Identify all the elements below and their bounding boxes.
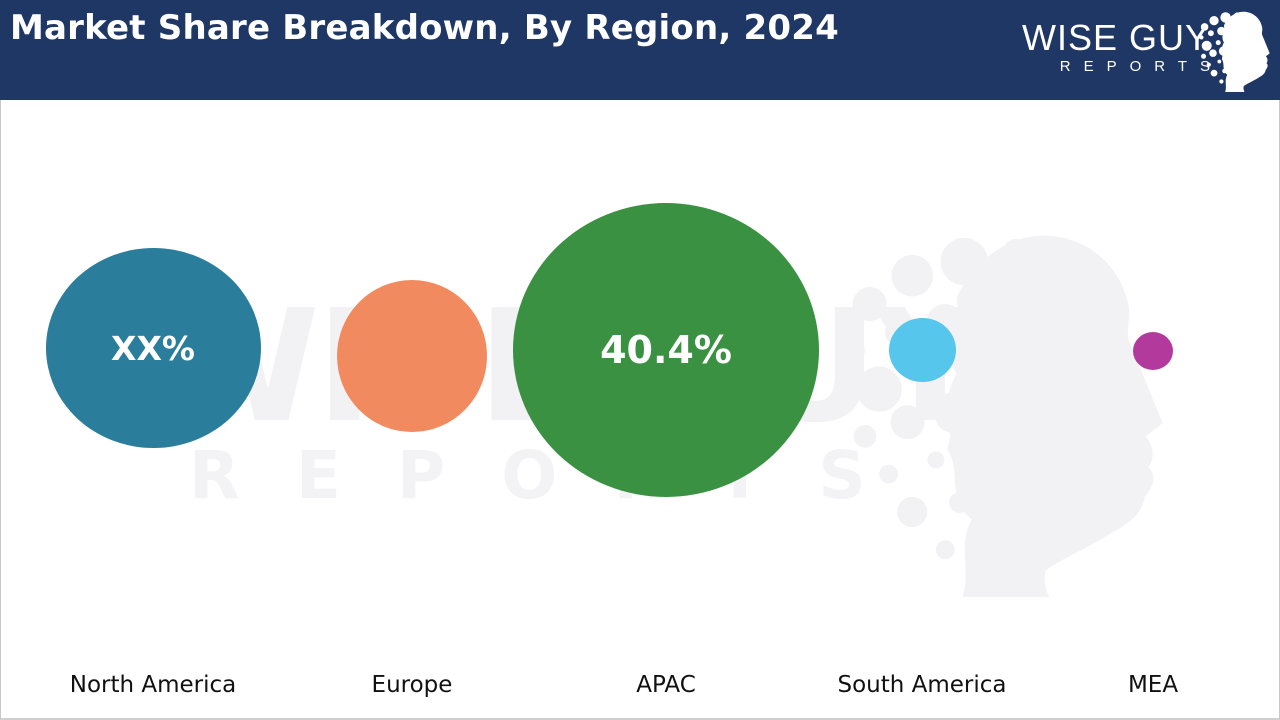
bubble-mea [1133, 332, 1173, 370]
bubble-north-america: XX% [45, 248, 261, 448]
bubble-europe [337, 280, 487, 432]
category-label-europe: Europe [371, 672, 453, 698]
category-label-north-america: North America [69, 672, 237, 698]
page-title: Market Share Breakdown, By Region, 2024 [10, 8, 839, 48]
category-label-south-america: South America [837, 672, 1007, 698]
brand-subtitle: REPORTS [1059, 58, 1223, 75]
brand-lockup: WISE GUY REPORTS [1021, 17, 1210, 76]
category-label-apac: APAC [636, 672, 696, 698]
watermark-head-icon [846, 235, 1163, 598]
bubble-value-label: XX% [111, 328, 195, 368]
wiseguy-head-icon [1199, 11, 1270, 93]
bubble-chart: WISE GUY REPORTS XX% 40.4% North America… [0, 100, 1280, 720]
category-label-mea: MEA [1127, 672, 1179, 698]
header-bar: Market Share Breakdown, By Region, 2024 … [0, 0, 1280, 100]
bubble-value-label: 40.4% [600, 328, 732, 372]
brand-name: WISE GUY [1021, 17, 1210, 58]
bubble-apac: 40.4% [513, 203, 819, 497]
bubble-south-america [888, 318, 956, 382]
